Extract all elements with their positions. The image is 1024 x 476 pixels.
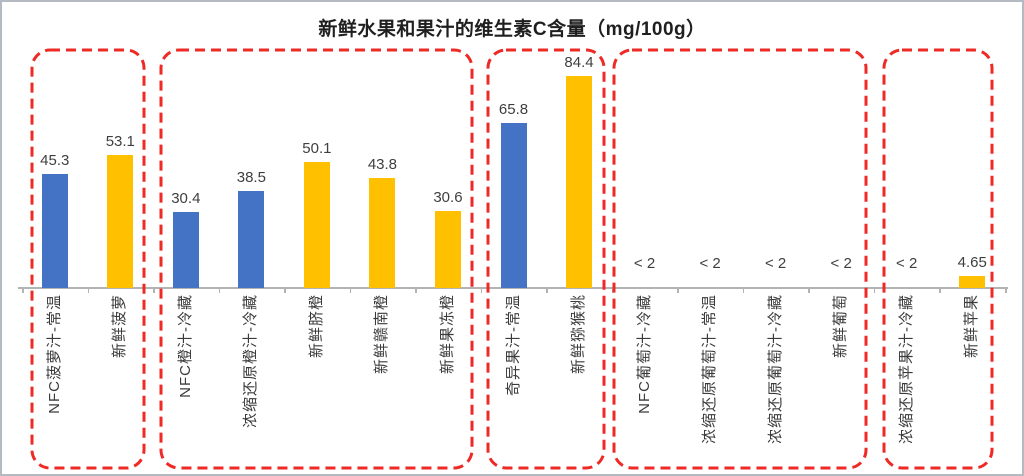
x-axis-tick xyxy=(546,288,548,293)
x-axis-tick xyxy=(349,288,352,293)
bar xyxy=(238,191,265,288)
x-axis-tick xyxy=(873,288,876,293)
x-axis-tick xyxy=(284,288,286,293)
value-label: 50.1 xyxy=(302,140,332,157)
x-axis-tick xyxy=(480,288,483,293)
bar xyxy=(434,211,461,288)
value-label: 38.5 xyxy=(236,169,266,186)
bar xyxy=(303,162,330,288)
x-axis-tick xyxy=(677,288,679,293)
bar xyxy=(107,155,134,288)
category-label: NFC菠萝汁-常温 xyxy=(45,294,63,414)
category-label: 新鲜葡萄 xyxy=(832,294,850,359)
bar xyxy=(959,276,986,288)
bar xyxy=(172,212,199,288)
value-label: 43.8 xyxy=(367,156,398,173)
category-label: 浓缩还原橙汁-冷藏 xyxy=(242,294,260,428)
category-label: 浓缩还原苹果汁-冷藏 xyxy=(897,294,915,444)
value-label: 4.65 xyxy=(957,254,987,271)
chart-title: 新鲜水果和果汁的维生素C含量（mg/100g） xyxy=(318,19,706,40)
x-axis-tick xyxy=(742,288,745,293)
value-label: 30.4 xyxy=(171,190,201,207)
value-label: 45.3 xyxy=(40,152,70,169)
category-label: 奇异果汁-常温 xyxy=(504,294,522,396)
x-axis-tick xyxy=(1005,288,1007,293)
value-label: 65.8 xyxy=(498,101,529,118)
x-axis-tick xyxy=(939,288,941,293)
x-axis-tick xyxy=(218,288,221,293)
category-label: 浓缩还原葡萄汁-冷藏 xyxy=(766,294,784,444)
x-axis-tick xyxy=(153,288,155,293)
category-label: 新鲜脐橙 xyxy=(307,294,325,359)
value-label: 84.4 xyxy=(564,54,594,71)
x-axis-tick xyxy=(87,288,90,293)
category-label: 新鲜菠萝 xyxy=(111,294,129,359)
x-axis-tick xyxy=(22,288,24,293)
category-label: 新鲜苹果 xyxy=(963,294,981,359)
value-label: 30.6 xyxy=(433,189,463,206)
bar xyxy=(500,123,527,288)
bar xyxy=(369,178,396,288)
category-label: NFC橙汁-冷藏 xyxy=(176,294,194,398)
category-label: 新鲜猕猴桃 xyxy=(570,294,588,375)
value-label: 53.1 xyxy=(105,133,135,150)
category-label: 新鲜果冻橙 xyxy=(438,294,456,375)
x-axis-tick xyxy=(415,288,417,293)
bar xyxy=(566,76,593,288)
category-label: 新鲜赣南橙 xyxy=(373,294,391,375)
category-label: 浓缩还原葡萄汁-常温 xyxy=(701,294,719,444)
category-label: NFC葡萄汁-冷藏 xyxy=(635,294,653,414)
x-axis-tick xyxy=(808,288,810,293)
x-axis-tick xyxy=(611,288,614,293)
bar xyxy=(41,174,68,288)
